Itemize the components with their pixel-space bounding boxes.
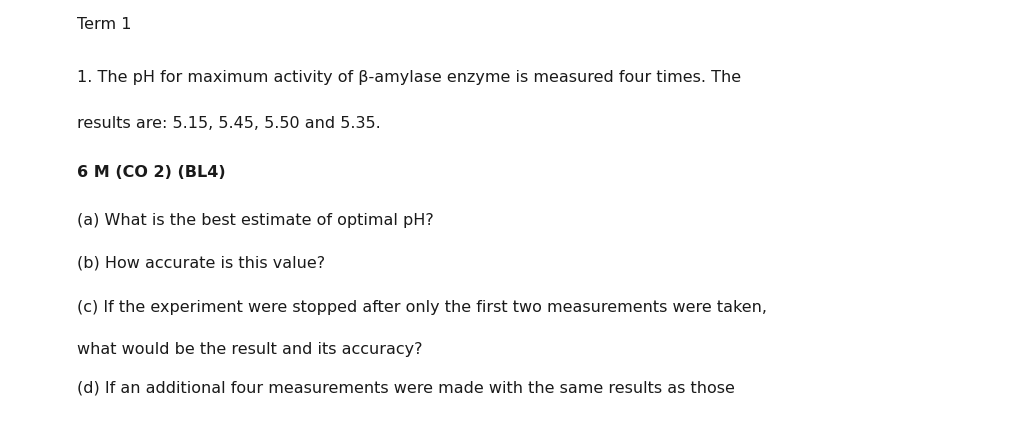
Text: results are: 5.15, 5.45, 5.50 and 5.35.: results are: 5.15, 5.45, 5.50 and 5.35. xyxy=(77,116,381,131)
Text: (d) If an additional four measurements were made with the same results as those: (d) If an additional four measurements w… xyxy=(77,381,734,396)
Text: 6 M (CO 2) (BL4): 6 M (CO 2) (BL4) xyxy=(77,165,225,180)
Text: Term 1: Term 1 xyxy=(77,17,131,32)
Text: what would be the result and its accuracy?: what would be the result and its accurac… xyxy=(77,343,422,357)
Text: 1. The pH for maximum activity of β-amylase enzyme is measured four times. The: 1. The pH for maximum activity of β-amyl… xyxy=(77,70,741,85)
Text: (a) What is the best estimate of optimal pH?: (a) What is the best estimate of optimal… xyxy=(77,214,433,228)
Text: (c) If the experiment were stopped after only the first two measurements were ta: (c) If the experiment were stopped after… xyxy=(77,300,767,315)
Text: (b) How accurate is this value?: (b) How accurate is this value? xyxy=(77,256,325,271)
